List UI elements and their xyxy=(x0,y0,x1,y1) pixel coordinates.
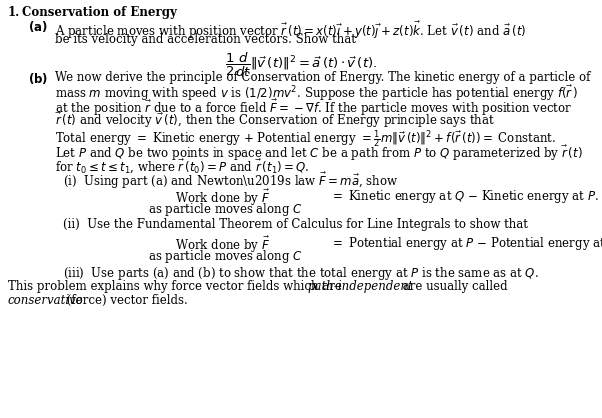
Text: are usually called: are usually called xyxy=(399,280,507,293)
Text: We now derive the principle of Conservation of Energy. The kinetic energy of a p: We now derive the principle of Conservat… xyxy=(55,71,591,84)
Text: $=$ Potential energy at $P$ $-$ Potential energy at $Q$.: $=$ Potential energy at $P$ $-$ Potentia… xyxy=(330,235,602,252)
Text: Conservation of Energy: Conservation of Energy xyxy=(22,6,177,19)
Text: path-independent: path-independent xyxy=(308,280,414,293)
Text: (force) vector fields.: (force) vector fields. xyxy=(63,293,188,306)
Text: $\dfrac{1}{2}\dfrac{d}{dt}\|\vec{v}\,(t)\|^2 = \vec{a}\,(t)\cdot\vec{v}\,(t).$: $\dfrac{1}{2}\dfrac{d}{dt}\|\vec{v}\,(t)… xyxy=(225,51,377,79)
Text: conservative: conservative xyxy=(8,293,84,306)
Text: for $t_0 \leq t \leq t_1$, where $\vec{r}\,(t_0) = P$ and $\vec{r}\,(t_1) = Q$.: for $t_0 \leq t \leq t_1$, where $\vec{r… xyxy=(55,157,309,175)
Text: 1.: 1. xyxy=(8,6,20,19)
Text: as particle moves along $C$: as particle moves along $C$ xyxy=(148,201,303,218)
Text: A particle moves with position vector $\vec{r}\,(t) = x(t)\vec{\imath} + y(t)\ve: A particle moves with position vector $\… xyxy=(55,20,526,41)
Text: Work done by $\vec{F}$: Work done by $\vec{F}$ xyxy=(175,235,270,255)
Text: $=$ Kinetic energy at $Q$ $-$ Kinetic energy at $P$.: $=$ Kinetic energy at $Q$ $-$ Kinetic en… xyxy=(330,188,599,204)
Text: Total energy $=$ Kinetic energy $+$ Potential energy $= \frac{1}{2}m\|\vec{v}\,(: Total energy $=$ Kinetic energy $+$ Pote… xyxy=(55,129,556,150)
Text: at the position $\vec{r}$ due to a force field $\vec{F} = -\nabla f$. If the par: at the position $\vec{r}$ due to a force… xyxy=(55,98,573,118)
Text: (iii)  Use parts (a) and (b) to show that the total energy at $P$ is the same as: (iii) Use parts (a) and (b) to show that… xyxy=(63,265,539,282)
Text: (i)  Using part (a) and Newton\u2019s law $\vec{F} = m\vec{a}$, show: (i) Using part (a) and Newton\u2019s law… xyxy=(63,171,399,191)
Text: be its velocity and acceleration vectors. Show that: be its velocity and acceleration vectors… xyxy=(55,33,356,46)
Text: Let $P$ and $Q$ be two points in space and let $C$ be a path from $P$ to $Q$ par: Let $P$ and $Q$ be two points in space a… xyxy=(55,144,583,163)
Text: $\mathbf{(b)}$: $\mathbf{(b)}$ xyxy=(28,71,48,86)
Text: This problem explains why force vector fields which are: This problem explains why force vector f… xyxy=(8,280,346,293)
Text: $\vec{r}\,(t)$ and velocity $\vec{v}\,(t)$, then the Conservation of Energy prin: $\vec{r}\,(t)$ and velocity $\vec{v}\,(t… xyxy=(55,111,495,130)
Text: $\mathbf{(a)}$: $\mathbf{(a)}$ xyxy=(28,20,48,35)
Text: Work done by $\vec{F}$: Work done by $\vec{F}$ xyxy=(175,188,270,208)
Text: mass $m$ moving with speed $v$ is $(1/2)mv^2$. Suppose the particle has potentia: mass $m$ moving with speed $v$ is $(1/2)… xyxy=(55,84,579,103)
Text: as particle moves along $C$: as particle moves along $C$ xyxy=(148,248,303,265)
Text: (ii)  Use the Fundamental Theorem of Calculus for Line Integrals to show that: (ii) Use the Fundamental Theorem of Calc… xyxy=(63,218,528,231)
